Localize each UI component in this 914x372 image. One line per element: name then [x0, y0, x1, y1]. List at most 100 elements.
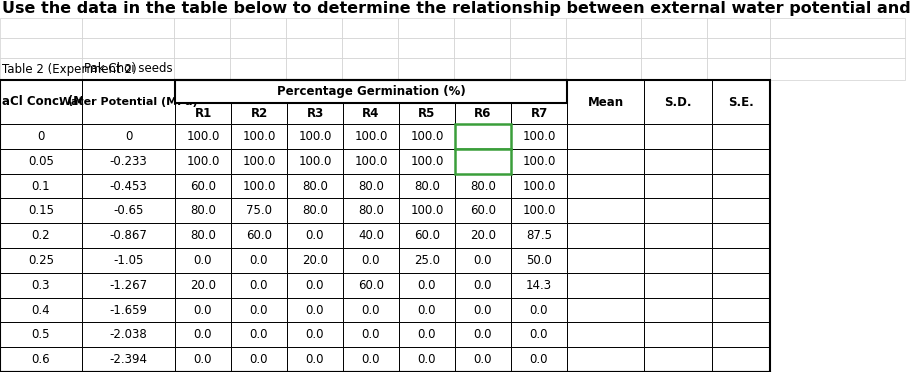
Text: R6: R6 — [474, 107, 492, 120]
Bar — [231, 80, 287, 103]
Bar — [511, 149, 567, 174]
Bar — [175, 323, 231, 347]
Bar — [82, 38, 174, 58]
Text: 0.0: 0.0 — [473, 353, 493, 366]
Text: 0.0: 0.0 — [530, 328, 548, 341]
Text: 100.0: 100.0 — [242, 180, 276, 192]
Text: 60.0: 60.0 — [470, 204, 496, 217]
Text: Mean: Mean — [588, 96, 623, 109]
Text: 0.0: 0.0 — [362, 254, 380, 267]
Bar — [343, 273, 399, 298]
Bar — [231, 103, 287, 124]
Text: 100.0: 100.0 — [466, 130, 500, 143]
Bar — [566, 58, 641, 80]
Bar — [175, 273, 231, 298]
Bar — [343, 248, 399, 273]
Text: 80.0: 80.0 — [302, 204, 328, 217]
Bar — [343, 80, 399, 103]
Bar — [567, 103, 644, 124]
Bar — [511, 298, 567, 323]
Bar — [511, 124, 567, 149]
Text: 100.0: 100.0 — [410, 155, 443, 168]
Text: 0.0: 0.0 — [418, 328, 436, 341]
Text: 80.0: 80.0 — [470, 180, 496, 192]
Bar — [399, 323, 455, 347]
Bar — [567, 149, 644, 174]
Bar — [82, 174, 175, 198]
Bar — [399, 273, 455, 298]
Text: 100.0: 100.0 — [355, 130, 388, 143]
Bar — [567, 347, 644, 372]
Text: 60.0: 60.0 — [190, 180, 216, 192]
Bar — [231, 223, 287, 248]
Text: 100.0: 100.0 — [242, 155, 276, 168]
Bar — [712, 198, 770, 223]
Text: R5: R5 — [419, 107, 436, 120]
Text: 0.5: 0.5 — [32, 328, 50, 341]
Bar — [511, 323, 567, 347]
Bar — [712, 323, 770, 347]
Text: 0.1: 0.1 — [32, 180, 50, 192]
Bar — [174, 18, 230, 38]
Bar — [567, 198, 644, 223]
Text: 0.0: 0.0 — [473, 304, 493, 317]
Text: 50.0: 50.0 — [526, 254, 552, 267]
Bar — [770, 58, 905, 80]
Bar — [175, 149, 231, 174]
Text: Table 2 (Experiment 2): Table 2 (Experiment 2) — [2, 62, 136, 76]
Bar — [343, 103, 399, 124]
Text: -0.233: -0.233 — [110, 155, 147, 168]
Bar — [0, 298, 82, 323]
Text: 0.0: 0.0 — [418, 304, 436, 317]
Bar — [641, 18, 707, 38]
Bar — [231, 124, 287, 149]
Text: 60.0: 60.0 — [414, 229, 440, 242]
Bar — [82, 198, 175, 223]
Bar — [567, 323, 644, 347]
Bar — [455, 273, 511, 298]
Bar — [287, 124, 343, 149]
Bar — [712, 80, 770, 103]
Bar — [707, 38, 770, 58]
Bar — [287, 298, 343, 323]
Text: 100.0: 100.0 — [522, 204, 556, 217]
Bar — [644, 80, 712, 103]
Bar — [231, 298, 287, 323]
Bar — [567, 80, 644, 103]
Bar — [231, 149, 287, 174]
Text: S.E.: S.E. — [728, 96, 754, 109]
Bar — [82, 149, 175, 174]
Text: 0.0: 0.0 — [530, 304, 548, 317]
Bar — [567, 124, 644, 149]
Text: 100.0: 100.0 — [186, 130, 219, 143]
Bar — [399, 223, 455, 248]
Bar — [175, 347, 231, 372]
Text: S.D.: S.D. — [664, 96, 692, 109]
Bar — [175, 223, 231, 248]
Bar — [343, 149, 399, 174]
Bar — [343, 298, 399, 323]
Bar — [343, 347, 399, 372]
Bar — [644, 248, 712, 273]
Bar — [231, 323, 287, 347]
Bar — [286, 58, 342, 80]
Bar — [0, 103, 82, 124]
Bar — [399, 347, 455, 372]
Bar — [342, 18, 398, 38]
Bar — [455, 149, 511, 174]
Text: 100.0: 100.0 — [466, 155, 500, 168]
Bar — [175, 124, 231, 149]
Text: 0.0: 0.0 — [194, 254, 212, 267]
Text: 0.0: 0.0 — [473, 328, 493, 341]
Bar — [0, 149, 82, 174]
Bar — [231, 248, 287, 273]
Bar — [455, 124, 511, 149]
Bar — [287, 248, 343, 273]
Bar — [712, 273, 770, 298]
Bar — [712, 124, 770, 149]
Bar — [712, 149, 770, 174]
Bar — [399, 174, 455, 198]
Bar — [0, 58, 82, 80]
Bar — [287, 198, 343, 223]
Text: 100.0: 100.0 — [522, 180, 556, 192]
